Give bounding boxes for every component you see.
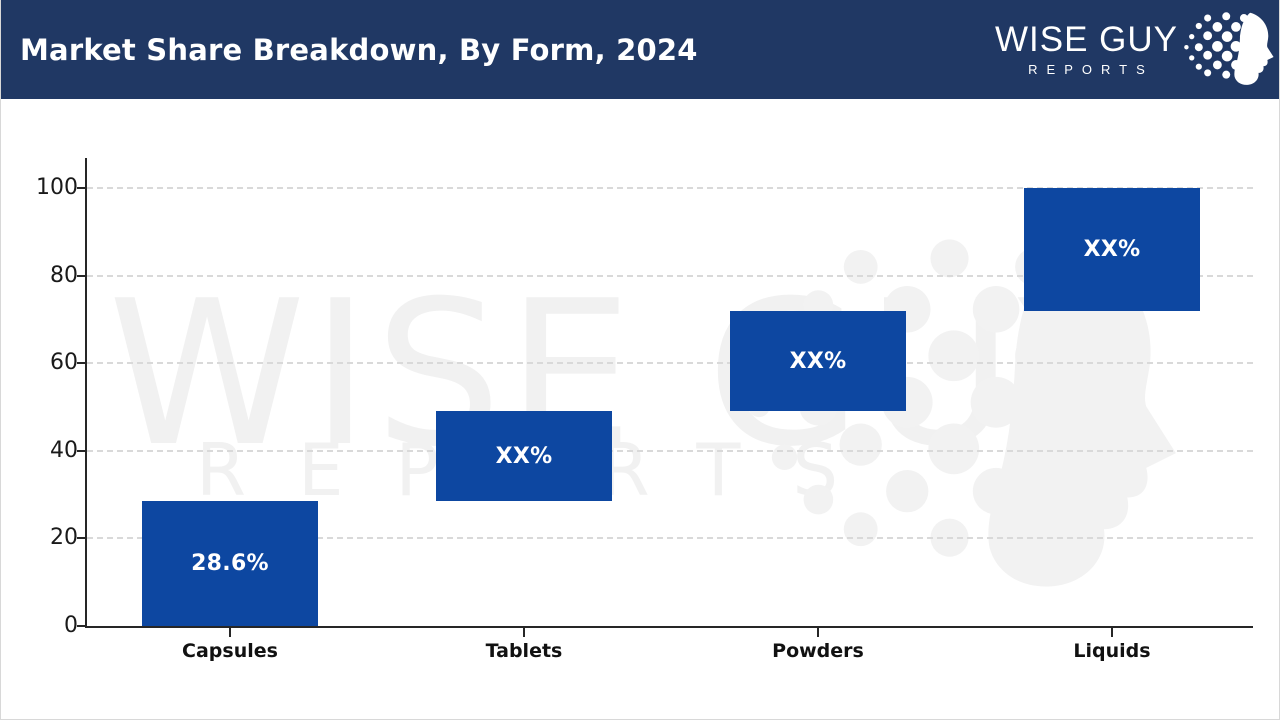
y-axis-tick-mark-60 (77, 362, 85, 364)
y-axis-tick-label-60: 60 (50, 350, 78, 375)
y-axis-tick-label-40: 40 (50, 438, 78, 463)
brand-logo: WISE GUY REPORTS (995, 8, 1274, 90)
x-axis-line (85, 626, 1253, 628)
x-axis-category-label-powders: Powders (772, 640, 864, 662)
brand-face-icon (1184, 12, 1274, 85)
header-bar: Market Share Breakdown, By Form, 2024 WI… (0, 0, 1280, 99)
gridline-20 (87, 537, 1253, 539)
bar-value-label-powders: XX% (789, 348, 847, 374)
bar-value-label-tablets: XX% (495, 443, 553, 469)
brand-name: WISE GUY (994, 20, 1178, 60)
y-axis-tick-mark-20 (77, 537, 85, 539)
x-axis-tick-mark-capsules (229, 628, 231, 637)
x-axis-category-label-liquids: Liquids (1073, 640, 1151, 662)
gridline-80 (87, 275, 1253, 277)
y-axis-tick-mark-80 (77, 275, 85, 277)
gridline-60 (87, 362, 1253, 364)
bar-capsules: 28.6% (142, 501, 318, 626)
y-axis-tick-label-100: 100 (36, 175, 78, 200)
x-axis-tick-mark-liquids (1111, 628, 1113, 637)
y-axis-tick-label-0: 0 (64, 613, 78, 638)
y-axis-tick-mark-40 (77, 450, 85, 452)
bar-tablets: XX% (436, 411, 612, 501)
gridline-40 (87, 450, 1253, 452)
y-axis-tick-label-80: 80 (50, 263, 78, 288)
bar-liquids: XX% (1024, 188, 1200, 311)
y-axis-tick-mark-100 (77, 187, 85, 189)
page-title: Market Share Breakdown, By Form, 2024 (20, 32, 698, 67)
y-axis-line (85, 158, 87, 628)
y-axis-tick-label-20: 20 (50, 525, 78, 550)
bar-powders: XX% (730, 311, 906, 411)
bar-value-label-capsules: 28.6% (191, 551, 269, 576)
brand-subtitle: REPORTS (1028, 61, 1154, 77)
x-axis-category-label-capsules: Capsules (182, 640, 278, 662)
y-axis-tick-mark-0 (77, 625, 85, 627)
x-axis-tick-mark-powders (817, 628, 819, 637)
x-axis-category-label-tablets: Tablets (485, 640, 563, 662)
gridline-100 (87, 187, 1253, 189)
bar-value-label-liquids: XX% (1083, 237, 1141, 262)
x-axis-tick-mark-tablets (523, 628, 525, 637)
